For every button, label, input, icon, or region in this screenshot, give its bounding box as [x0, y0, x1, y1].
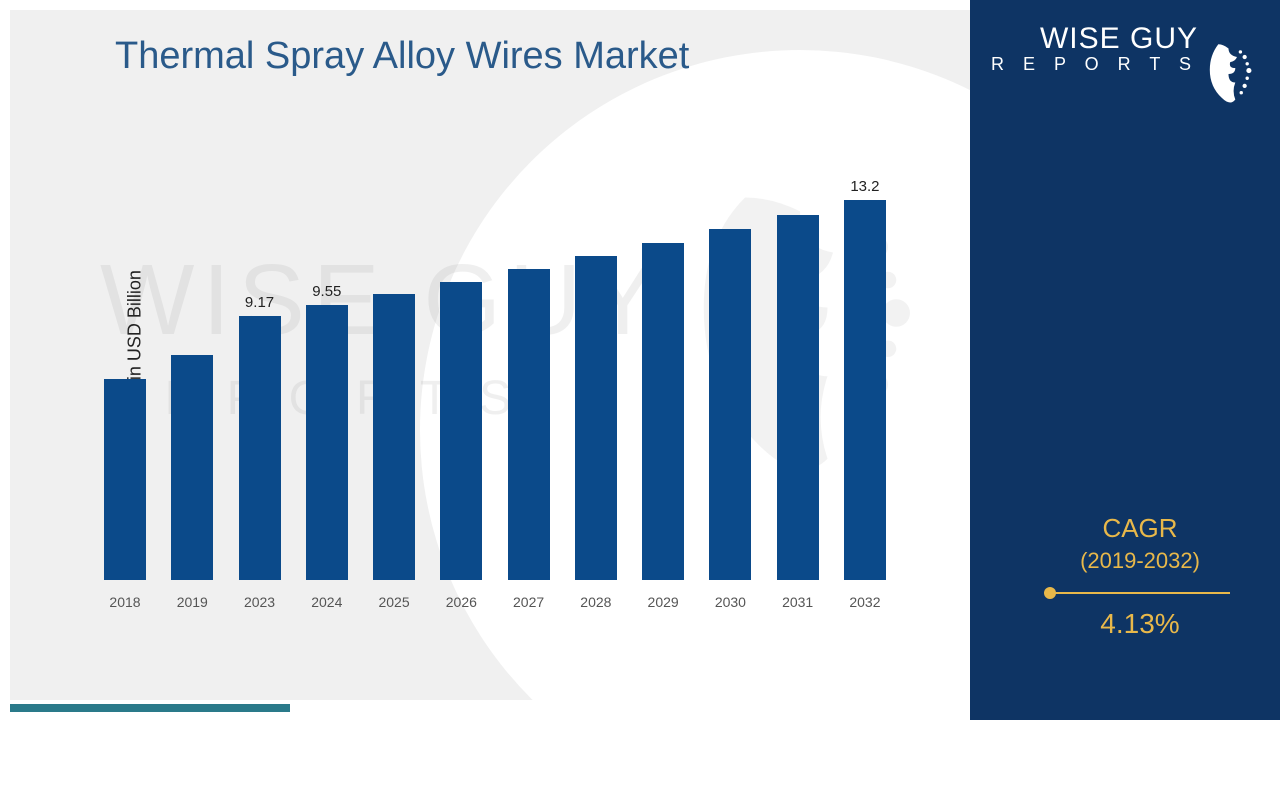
bar-chart: Market Value in USD Billion 9.179.5513.2… — [75, 150, 905, 610]
bar: 9.55 — [306, 305, 348, 580]
bars-container: 9.17 9.55 13.2 — [95, 170, 895, 580]
cagr-title: CAGR — [1050, 513, 1230, 544]
logo-main-text: WISE GUY — [991, 22, 1198, 56]
bar — [508, 269, 550, 580]
bar: 9.17 — [239, 316, 281, 580]
bar-group — [364, 294, 424, 580]
x-tick-label: 2023 — [230, 594, 290, 610]
x-tick-label: 2032 — [835, 594, 895, 610]
cagr-period: (2019-2032) — [1050, 548, 1230, 574]
x-tick-label: 2025 — [364, 594, 424, 610]
bar — [777, 215, 819, 580]
bar-value-label: 9.55 — [312, 283, 341, 300]
bar-group: 9.55 — [297, 305, 357, 580]
bar-group — [431, 282, 491, 580]
bar-group: 9.17 — [230, 316, 290, 580]
bottom-accent-bar — [10, 704, 290, 712]
bar-group: 13.2 — [835, 200, 895, 580]
logo-face-icon — [1201, 40, 1256, 108]
bar-value-label: 13.2 — [850, 178, 879, 195]
bar-group — [700, 229, 760, 580]
x-tick-label: 2027 — [499, 594, 559, 610]
bar-group — [95, 379, 155, 581]
x-tick-label: 2018 — [95, 594, 155, 610]
x-tick-label: 2030 — [700, 594, 760, 610]
bar — [642, 243, 684, 580]
bar — [440, 282, 482, 580]
bar-value-label: 9.17 — [245, 294, 274, 311]
bar — [104, 379, 146, 581]
bar-group — [499, 269, 559, 580]
bar: 13.2 — [844, 200, 886, 580]
x-tick-label: 2026 — [431, 594, 491, 610]
bar — [171, 355, 213, 580]
brand-logo: WISE GUY R E P O R T S — [991, 22, 1248, 75]
bar-group — [768, 215, 828, 580]
bar-group — [162, 355, 222, 580]
bar-group — [633, 243, 693, 580]
x-tick-label: 2029 — [633, 594, 693, 610]
x-tick-label: 2028 — [566, 594, 626, 610]
cagr-divider-line — [1050, 592, 1230, 594]
bar — [575, 256, 617, 580]
bar-group — [566, 256, 626, 580]
x-tick-label: 2024 — [297, 594, 357, 610]
cagr-value: 4.13% — [1050, 608, 1230, 640]
x-axis-labels: 2018 2019 2023 2024 2025 2026 2027 2028 2029 2030… — [95, 594, 895, 610]
x-tick-label: 2031 — [768, 594, 828, 610]
bar — [709, 229, 751, 580]
cagr-panel: CAGR (2019-2032) 4.13% — [1050, 513, 1230, 640]
x-tick-label: 2019 — [162, 594, 222, 610]
logo-sub-text: R E P O R T S — [991, 54, 1198, 75]
chart-title: Thermal Spray Alloy Wires Market — [115, 35, 689, 78]
bar — [373, 294, 415, 580]
